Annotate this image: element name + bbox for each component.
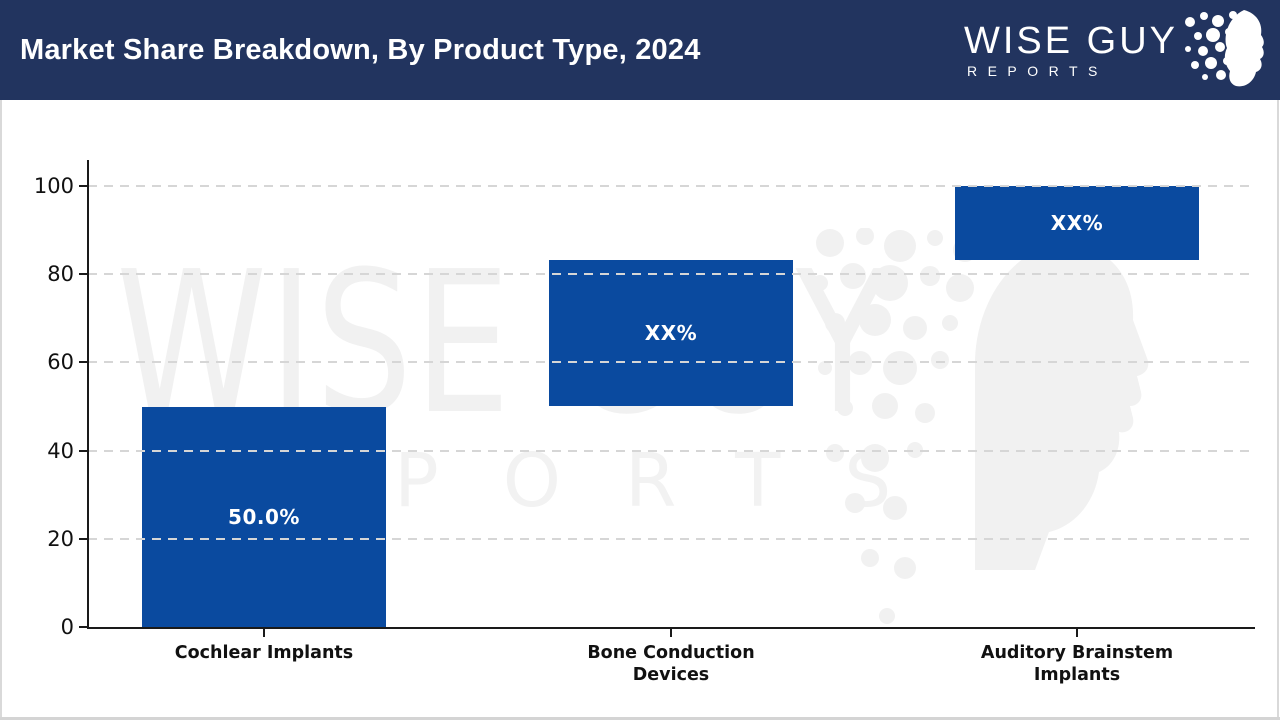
- y-tick-mark: [79, 185, 87, 187]
- bar-auditory-brainstem-implants: XX%: [955, 186, 1199, 260]
- frame-bottom: [0, 717, 1280, 720]
- x-tick-mark: [263, 629, 265, 637]
- x-axis-label: Cochlear Implants: [174, 643, 354, 663]
- bar-cochlear-implants: 50.0%: [142, 406, 386, 627]
- brand-logo: WISE GUY REPORTS: [964, 8, 1266, 92]
- x-axis-label: Auditory Brainstem Implants: [980, 643, 1174, 685]
- bar-bone-conduction-devices: XX%: [549, 259, 793, 407]
- brand-name: WISE GUY: [963, 20, 1178, 62]
- y-axis-tick-label: 80: [47, 262, 74, 287]
- y-tick-mark: [79, 361, 87, 364]
- brand-logo-text: WISE GUY REPORTS: [964, 22, 1178, 78]
- gridline: [88, 537, 1255, 540]
- y-axis-tick-label: 20: [47, 526, 74, 551]
- y-tick-mark: [79, 626, 87, 628]
- x-axis-spine: [87, 627, 1255, 629]
- x-tick-mark: [670, 629, 672, 637]
- x-tick-mark: [1076, 629, 1078, 637]
- y-axis-tick-label: 40: [47, 438, 74, 463]
- watermark-head: [975, 242, 1149, 570]
- gridline: [88, 185, 1255, 187]
- y-tick-mark: [79, 449, 87, 452]
- frame-right: [1277, 100, 1279, 720]
- y-tick-mark: [79, 537, 87, 540]
- y-axis-spine: [87, 160, 89, 629]
- bar-value-label: XX%: [644, 321, 698, 346]
- y-tick-mark: [79, 273, 87, 276]
- header-bar: Market Share Breakdown, By Product Type,…: [0, 0, 1280, 100]
- page-title: Market Share Breakdown, By Product Type,…: [20, 33, 701, 66]
- chart-area: WISE GUY REPORTS 50.0% Cochlear Imp: [0, 100, 1280, 720]
- watermark-dots: [812, 228, 977, 624]
- y-axis-tick-label: 60: [47, 350, 74, 375]
- y-axis-tick-label: 0: [60, 615, 74, 639]
- brand-head-icon: [1185, 10, 1264, 87]
- bar-value-label: XX%: [1050, 210, 1104, 235]
- bar-value-label: 50.0%: [228, 504, 300, 529]
- gridline: [88, 361, 1255, 364]
- brand-subname: REPORTS: [966, 63, 1108, 79]
- frame-left: [0, 100, 2, 720]
- gridline: [88, 449, 1255, 452]
- gridline: [88, 273, 1255, 276]
- y-axis-tick-label: 100: [33, 174, 74, 198]
- x-axis-label: Bone Conduction Devices: [587, 643, 755, 685]
